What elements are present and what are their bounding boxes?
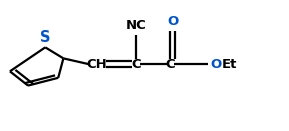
Text: O: O <box>211 58 222 71</box>
Text: O: O <box>167 15 178 28</box>
Text: NC: NC <box>125 19 146 32</box>
Text: Et: Et <box>222 58 238 71</box>
Text: CH: CH <box>87 58 108 71</box>
Text: C: C <box>131 58 141 71</box>
Text: S: S <box>40 30 51 45</box>
Text: C: C <box>166 58 175 71</box>
